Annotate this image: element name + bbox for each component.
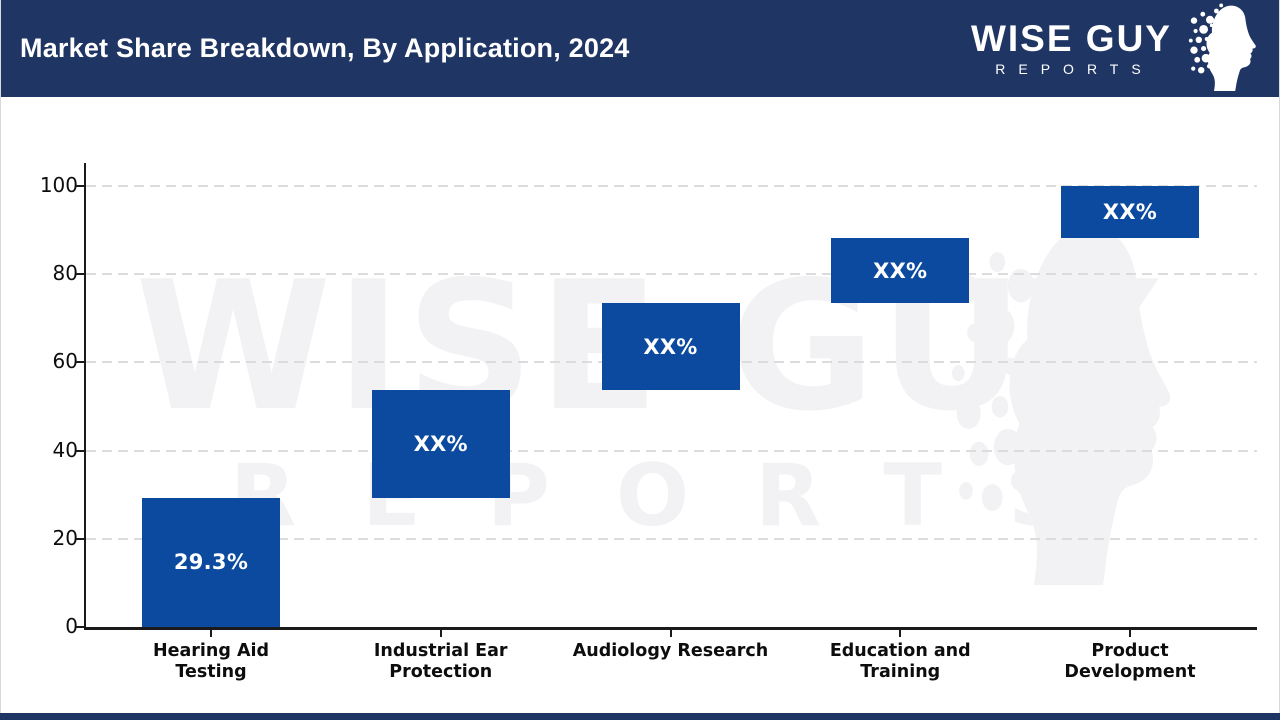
logo-wordmark: WISE GUY	[970, 18, 1172, 59]
y-axis-tickmark	[76, 626, 84, 628]
header-bar: Market Share Breakdown, By Application, …	[0, 0, 1280, 97]
market-share-bar: XX%	[601, 303, 740, 391]
x-axis-line	[84, 627, 1257, 630]
x-axis-tickmark	[899, 630, 902, 637]
x-axis-tickmark	[439, 630, 442, 637]
category-label: Product Development	[1015, 641, 1245, 683]
watermark-subtext: REPORTS	[229, 446, 1137, 546]
category-label-line2: Protection	[389, 662, 493, 682]
category-label-line1: Audiology Research	[572, 641, 769, 661]
y-axis-tickmark	[76, 185, 84, 187]
market-share-bar: XX%	[1061, 186, 1199, 239]
footer-bar	[0, 713, 1280, 720]
bar-value-label: XX%	[873, 258, 928, 283]
category-label: Hearing Aid Testing	[96, 641, 326, 683]
category-label-line1: Education and	[829, 641, 971, 661]
market-share-bar: XX%	[831, 238, 970, 304]
category-label-line1: Hearing Aid	[152, 641, 270, 661]
category-label-line2: Development	[1064, 662, 1196, 682]
y-axis-tick-label: 80	[52, 261, 78, 286]
category-label: Education and Training	[785, 641, 1015, 683]
category-label-line1: Industrial Ear	[373, 641, 508, 661]
y-axis-tickmark	[76, 361, 84, 364]
y-gridline	[86, 185, 1257, 187]
category-label-line2: Testing	[175, 662, 247, 682]
y-axis-tick-label: 20	[52, 525, 78, 550]
y-axis-tickmark	[76, 273, 84, 276]
bar-value-label: XX%	[1102, 200, 1158, 225]
category-label-line1: Product	[1091, 641, 1169, 661]
category-label-line2: Training	[860, 662, 941, 682]
y-axis-tick-label: 0	[65, 614, 78, 638]
y-axis-tick-label: 100	[39, 173, 78, 197]
bar-value-label: XX%	[643, 334, 698, 359]
market-share-bar: XX%	[371, 390, 510, 498]
wiseguy-head-logo-icon	[1176, 2, 1268, 95]
y-axis-tickmark	[76, 449, 84, 452]
page-title: Market Share Breakdown, By Application, …	[20, 33, 630, 63]
x-axis-tickmark	[669, 630, 672, 637]
market-share-bar: 29.3%	[142, 497, 280, 627]
x-axis-tickmark	[210, 630, 212, 637]
category-label: Industrial Ear Protection	[326, 641, 556, 683]
y-axis-line	[84, 163, 86, 630]
y-axis-tick-label: 40	[52, 437, 78, 462]
category-label: Audiology Research	[556, 641, 786, 662]
y-gridline	[86, 537, 1257, 540]
bar-value-label: 29.3%	[173, 550, 249, 575]
y-axis-tickmark	[76, 537, 84, 540]
wiseguy-logo: WISE GUY REPORTS	[970, 2, 1280, 95]
y-axis-tick-label: 60	[52, 349, 78, 374]
y-gridline	[86, 273, 1257, 276]
logo-subtext: REPORTS	[995, 61, 1154, 77]
y-gridline	[86, 449, 1257, 452]
x-axis-tickmark	[1129, 630, 1131, 637]
bar-value-label: XX%	[413, 431, 468, 456]
